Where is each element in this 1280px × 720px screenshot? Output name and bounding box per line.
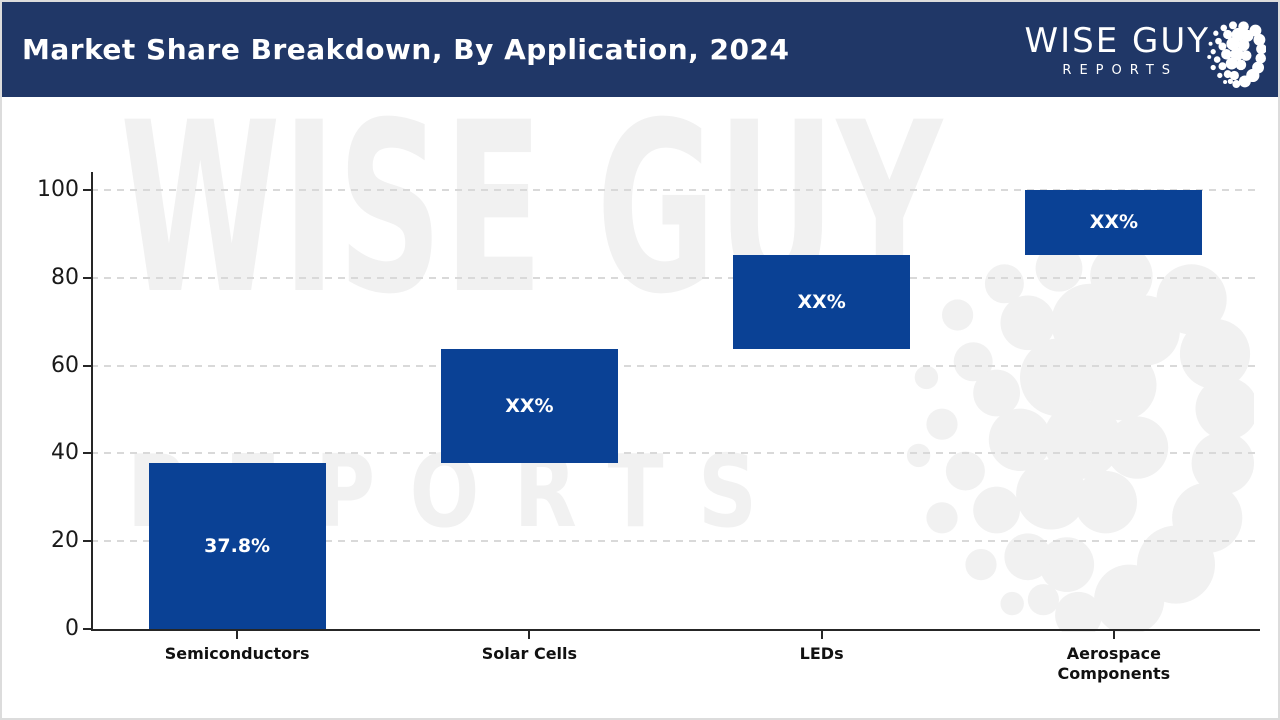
brand-subtitle: REPORTS <box>1062 62 1179 78</box>
y-tick-60 <box>83 364 91 367</box>
gridline-40 <box>91 452 1260 455</box>
y-tick-label: 0 <box>65 616 79 641</box>
bar-value-label: XX% <box>1089 211 1139 234</box>
y-tick-20 <box>83 540 91 543</box>
x-category-label-solar-cells: Solar Cells <box>481 644 578 663</box>
chart-area: WISE GUY REPORTS 0 20 40 60 80 100 37.8% Semico… <box>2 73 1278 718</box>
y-tick-label: 100 <box>37 177 79 202</box>
bar-value-label: XX% <box>505 394 554 417</box>
gridline-60 <box>91 364 1260 367</box>
y-tick-80 <box>83 276 91 279</box>
y-tick-40 <box>83 452 91 455</box>
y-tick-label: 20 <box>51 528 79 554</box>
x-tick-solar-cells <box>528 631 531 639</box>
x-category-label-aerospace-components: Aerospace Components <box>1057 644 1171 683</box>
header: Market Share Breakdown, By Application, … <box>2 2 1278 97</box>
x-tick-semiconductors <box>236 631 239 639</box>
y-tick-100 <box>83 189 91 191</box>
bar-solar-cells: XX% <box>440 348 618 464</box>
bar-semiconductors: 37.8% <box>148 463 326 629</box>
page-title: Market Share Breakdown, By Application, … <box>22 33 790 66</box>
gridline-80 <box>91 276 1260 279</box>
brand-name: WISE GUY <box>1024 21 1210 61</box>
y-tick-label: 40 <box>51 440 79 466</box>
bar-leds: XX% <box>733 254 911 349</box>
x-tick-leds <box>820 631 823 639</box>
bar-value-label: XX% <box>797 290 846 313</box>
x-category-label-leds: LEDs <box>799 644 844 663</box>
gridline-20 <box>91 540 1260 543</box>
brand-logo-text: WISE GUY REPORTS <box>1024 21 1210 78</box>
y-axis <box>91 172 93 631</box>
bar-aerospace-components: XX% <box>1025 190 1203 255</box>
bar-value-label: 37.8% <box>204 535 271 558</box>
gridline-100 <box>91 189 1260 191</box>
brand-logo: WISE GUY REPORTS <box>1002 6 1272 94</box>
wiseguy-head-icon <box>1207 21 1266 88</box>
watermark-head-icon <box>906 244 1254 632</box>
y-tick-label: 80 <box>51 264 79 290</box>
y-tick-0 <box>83 628 91 630</box>
x-axis <box>91 629 1260 631</box>
x-category-label-semiconductors: Semiconductors <box>164 644 310 663</box>
x-tick-aerospace-components <box>1112 631 1115 639</box>
y-tick-label: 60 <box>51 352 79 378</box>
